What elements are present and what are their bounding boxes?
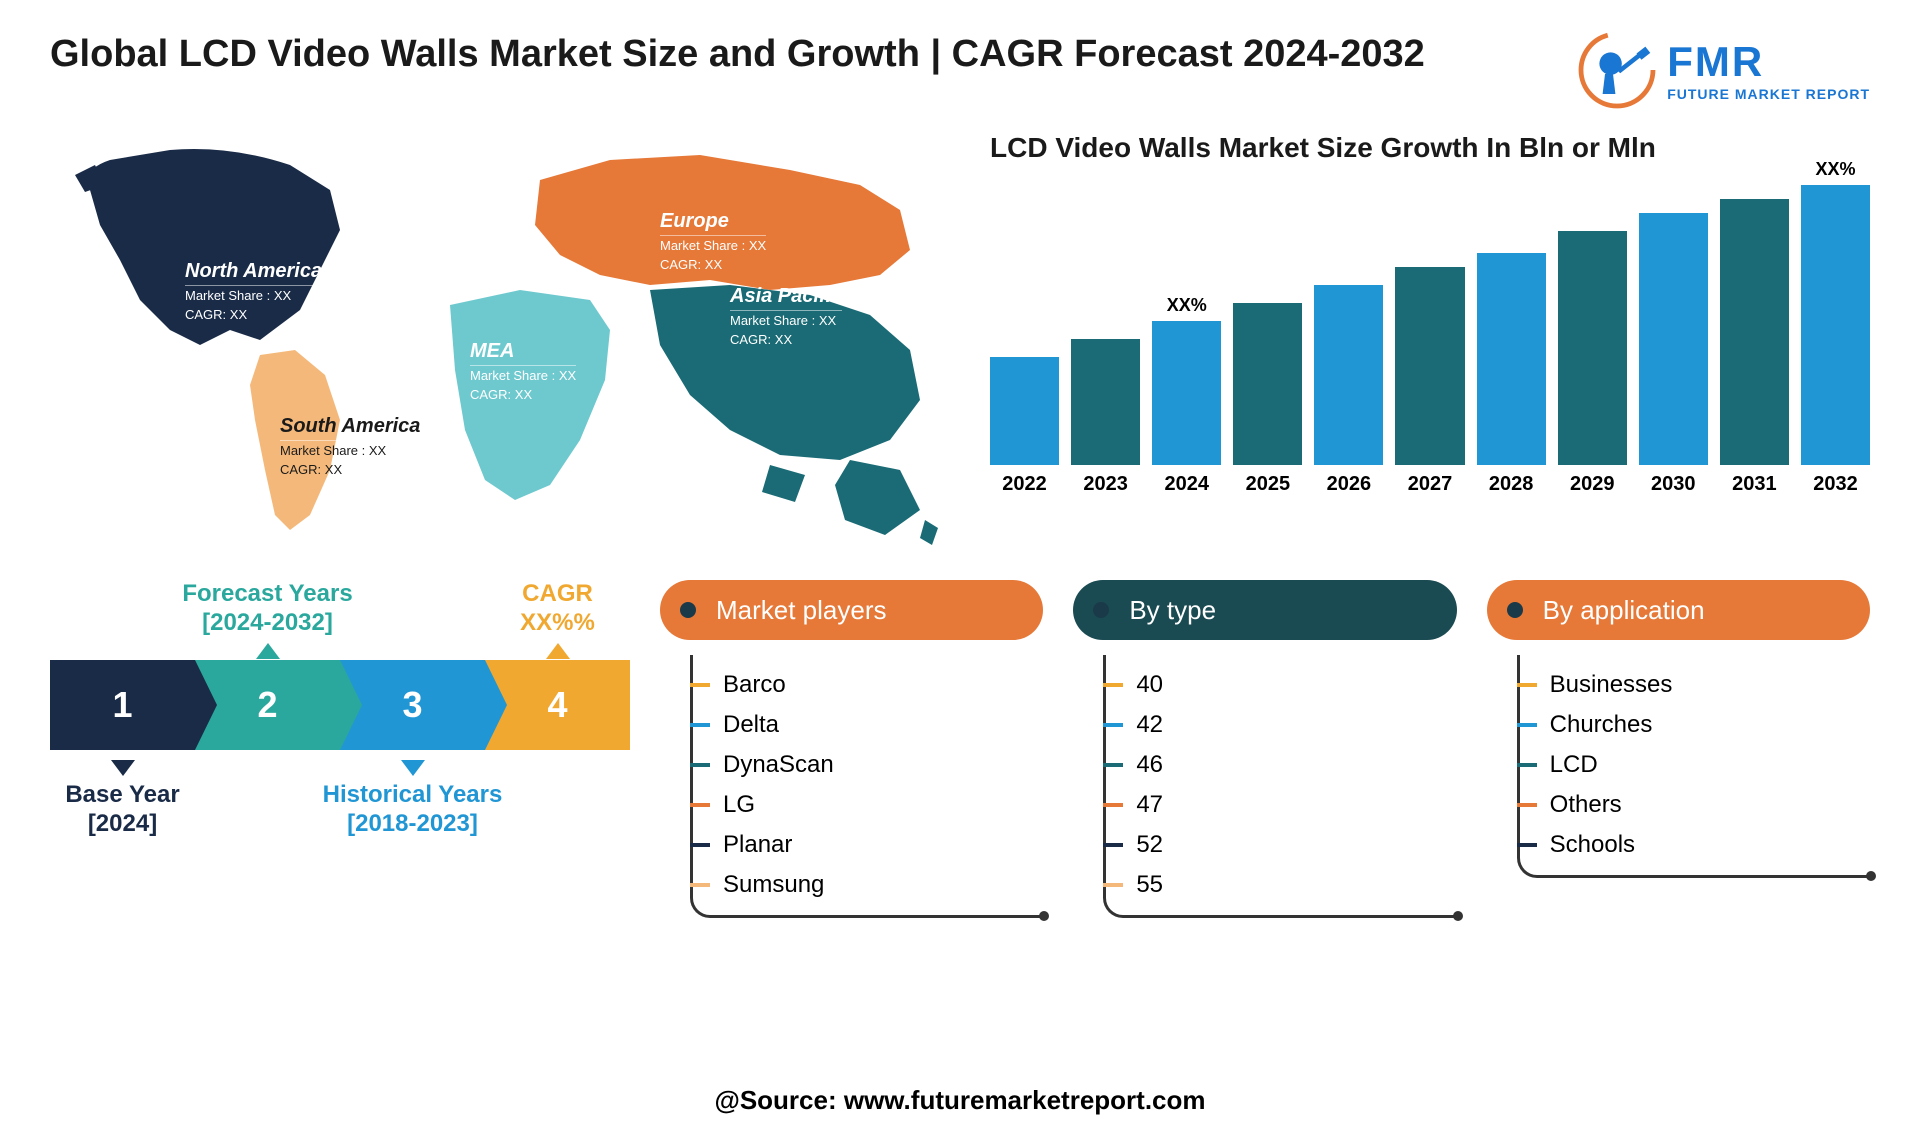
bar-column: 2028 xyxy=(1477,248,1546,496)
bar-year-label: 2022 xyxy=(1002,473,1047,496)
category-item: Planar xyxy=(693,825,1043,865)
logo-text-sub: FUTURE MARKET REPORT xyxy=(1667,86,1870,102)
timeline: 1234 Base Year[2024]Forecast Years[2024-… xyxy=(50,580,630,750)
bar-column: XX% 2024 xyxy=(1152,295,1221,497)
bar-year-label: 2024 xyxy=(1164,473,1209,496)
bar xyxy=(1314,285,1383,466)
category-item: 46 xyxy=(1106,745,1456,785)
timeline-label: CAGRXX%% xyxy=(465,580,650,664)
bar-value-label: XX% xyxy=(1815,159,1855,180)
bar xyxy=(1558,231,1627,466)
source-text: @Source: www.futuremarketreport.com xyxy=(714,1085,1205,1116)
bar xyxy=(1801,185,1870,465)
category-item: Sumsung xyxy=(693,865,1043,905)
region-label-ap: Asia PacificMarket Share : XXCAGR: XX xyxy=(730,285,842,347)
category-item: 42 xyxy=(1106,705,1456,745)
bar-year-label: 2030 xyxy=(1651,473,1696,496)
region-label-na: North AmericaMarket Share : XXCAGR: XX xyxy=(185,260,322,322)
category-item: 52 xyxy=(1106,825,1456,865)
category-block: Market players BarcoDeltaDynaScanLGPlana… xyxy=(660,580,1043,918)
category-block: By application BusinessesChurchesLCDOthe… xyxy=(1487,580,1870,918)
bar-column: 2029 xyxy=(1558,226,1627,497)
region-label-sa: South AmericaMarket Share : XXCAGR: XX xyxy=(280,415,420,477)
bar-year-label: 2023 xyxy=(1083,473,1128,496)
bar-column: 2026 xyxy=(1314,280,1383,497)
bar xyxy=(1152,321,1221,466)
logo-icon xyxy=(1577,30,1657,110)
world-map: North AmericaMarket Share : XXCAGR: XX So… xyxy=(50,130,950,550)
region-nz xyxy=(920,520,938,545)
bar-column: 2030 xyxy=(1639,208,1708,497)
bar-year-label: 2032 xyxy=(1813,473,1858,496)
category-item: Barco xyxy=(693,665,1043,705)
category-item: Delta xyxy=(693,705,1043,745)
bar xyxy=(1477,253,1546,465)
region-label-eu: EuropeMarket Share : XXCAGR: XX xyxy=(660,210,766,272)
category-header: By application xyxy=(1487,580,1870,640)
category-item: DynaScan xyxy=(693,745,1043,785)
region-label-mea: MEAMarket Share : XXCAGR: XX xyxy=(470,340,576,402)
timeline-step-1: 1 xyxy=(50,660,195,750)
logo-text-main: FMR xyxy=(1667,38,1870,86)
bar-year-label: 2027 xyxy=(1408,473,1453,496)
bar xyxy=(1071,339,1140,465)
bar-year-label: 2026 xyxy=(1327,473,1372,496)
chart-title: LCD Video Walls Market Size Growth In Bl… xyxy=(990,130,1870,166)
category-header: By type xyxy=(1073,580,1456,640)
timeline-label: Forecast Years[2024-2032] xyxy=(175,580,360,664)
bar-value-label: XX% xyxy=(1167,295,1207,316)
category-item: 47 xyxy=(1106,785,1456,825)
bar-year-label: 2029 xyxy=(1570,473,1615,496)
bar-column: 2022 xyxy=(990,352,1059,496)
category-list: BusinessesChurchesLCDOthersSchools xyxy=(1517,655,1870,878)
bar xyxy=(1639,213,1708,466)
category-header: Market players xyxy=(660,580,1043,640)
bar-chart-section: LCD Video Walls Market Size Growth In Bl… xyxy=(990,130,1870,550)
timeline-label: Historical Years[2018-2023] xyxy=(320,755,505,839)
category-item: Businesses xyxy=(1520,665,1870,705)
bar-column: 2025 xyxy=(1233,298,1302,497)
category-item: LCD xyxy=(1520,745,1870,785)
bar-column: 2023 xyxy=(1071,334,1140,496)
bar-year-label: 2031 xyxy=(1732,473,1777,496)
category-item: Schools xyxy=(1520,825,1870,865)
category-list: BarcoDeltaDynaScanLGPlanarSumsung xyxy=(690,655,1043,918)
bar xyxy=(1395,267,1464,466)
bar xyxy=(1720,199,1789,465)
category-item: 40 xyxy=(1106,665,1456,705)
bar xyxy=(990,357,1059,465)
category-block: By type 404246475255 xyxy=(1073,580,1456,918)
bar xyxy=(1233,303,1302,466)
category-item: Churches xyxy=(1520,705,1870,745)
bar-year-label: 2028 xyxy=(1489,473,1534,496)
logo: FMR FUTURE MARKET REPORT xyxy=(1577,30,1870,110)
bar-year-label: 2025 xyxy=(1246,473,1291,496)
category-item: LG xyxy=(693,785,1043,825)
category-item: 55 xyxy=(1106,865,1456,905)
bar-chart: 2022 2023 XX% 2024 2025 2026 2027 2028 2… xyxy=(990,176,1870,496)
bar-column: 2027 xyxy=(1395,262,1464,497)
page-title: Global LCD Video Walls Market Size and G… xyxy=(50,30,1425,79)
timeline-label: Base Year[2024] xyxy=(30,755,215,839)
bar-column: 2031 xyxy=(1720,194,1789,496)
category-item: Others xyxy=(1520,785,1870,825)
category-list: 404246475255 xyxy=(1103,655,1456,918)
bar-column: XX% 2032 xyxy=(1801,159,1870,496)
